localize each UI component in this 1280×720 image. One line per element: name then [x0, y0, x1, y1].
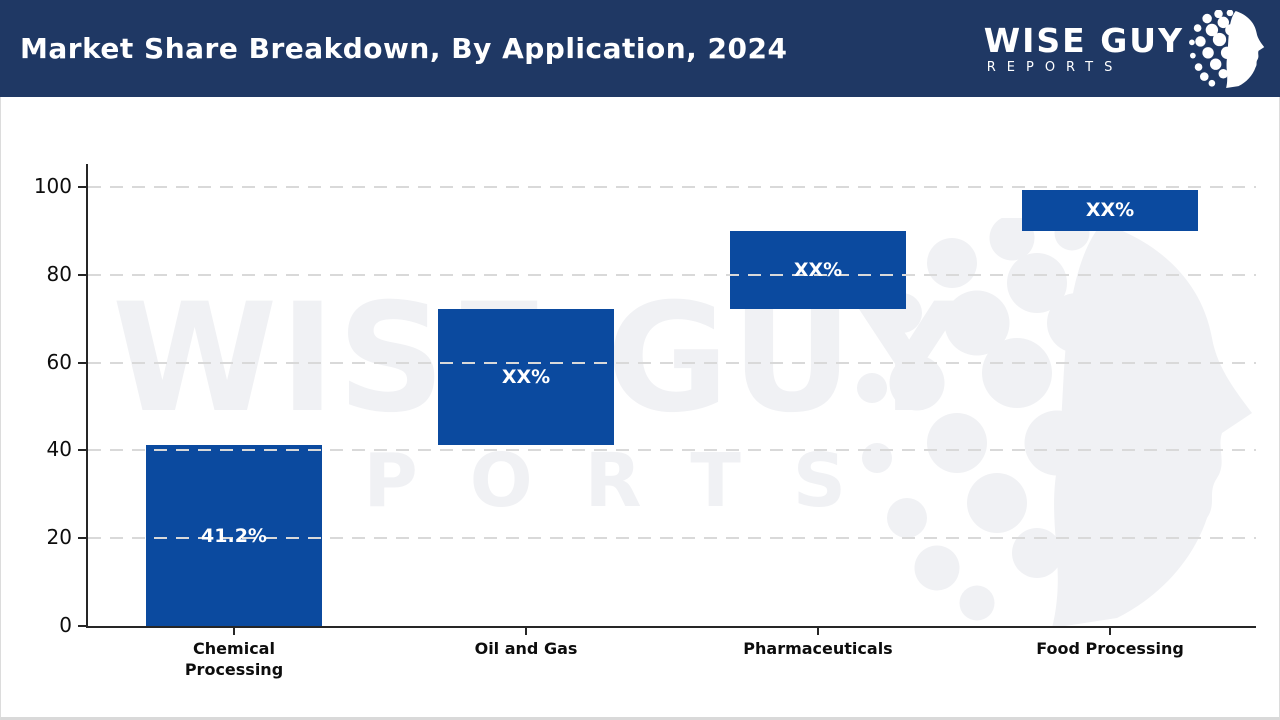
y-tick-40: [78, 449, 87, 452]
bar-value-label: XX%: [1085, 199, 1135, 222]
y-tick-label-100: 100: [33, 174, 72, 198]
bar-value-label: 41.2%: [201, 524, 267, 547]
x-axis-label-2: Pharmaceuticals: [743, 639, 893, 658]
x-tick-3: [1109, 628, 1111, 635]
y-tick-100: [78, 186, 87, 188]
bar-oil-and-gas: [438, 308, 614, 446]
logo-subtitle: REPORTS: [986, 59, 1124, 75]
bar-chemical-processing: [146, 445, 322, 626]
x-axis-label-0: Chemical Processing: [184, 639, 284, 679]
wise-guy-reports-logo: WISE GUY REPORTS: [984, 9, 1270, 88]
y-tick-label-0: 0: [59, 613, 72, 637]
y-tick-label-60: 60: [46, 349, 72, 374]
page-title: Market Share Breakdown, By Application, …: [20, 32, 788, 65]
bar-value-label: XX%: [793, 258, 843, 281]
y-tick-label-40: 40: [46, 437, 72, 462]
bar-value-label: XX%: [501, 365, 551, 388]
header-bar: Market Share Breakdown, By Application, …: [0, 0, 1280, 97]
bar-food-processing: [1022, 190, 1198, 231]
x-axis-label-1: Oil and Gas: [474, 639, 578, 658]
logo-wordmark: WISE GUY: [983, 20, 1184, 60]
y-tick-60: [78, 361, 87, 364]
y-axis-line: [86, 164, 88, 628]
y-tick-label-20: 20: [46, 525, 72, 550]
bar-pharmaceuticals: [730, 230, 906, 309]
watermark-face-icon: [857, 218, 1252, 628]
logo-text: WISE GUY REPORTS: [984, 24, 1184, 74]
y-tick-20: [78, 537, 87, 540]
x-axis-label-3: Food Processing: [1036, 639, 1184, 658]
y-tick-80: [78, 273, 87, 276]
y-tick-0: [78, 625, 87, 627]
y-tick-label-80: 80: [46, 261, 72, 286]
x-tick-1: [525, 628, 527, 635]
x-axis-line: [86, 626, 1256, 628]
x-tick-0: [233, 628, 235, 635]
logo-face-icon: [1189, 9, 1265, 88]
x-tick-2: [817, 628, 819, 635]
